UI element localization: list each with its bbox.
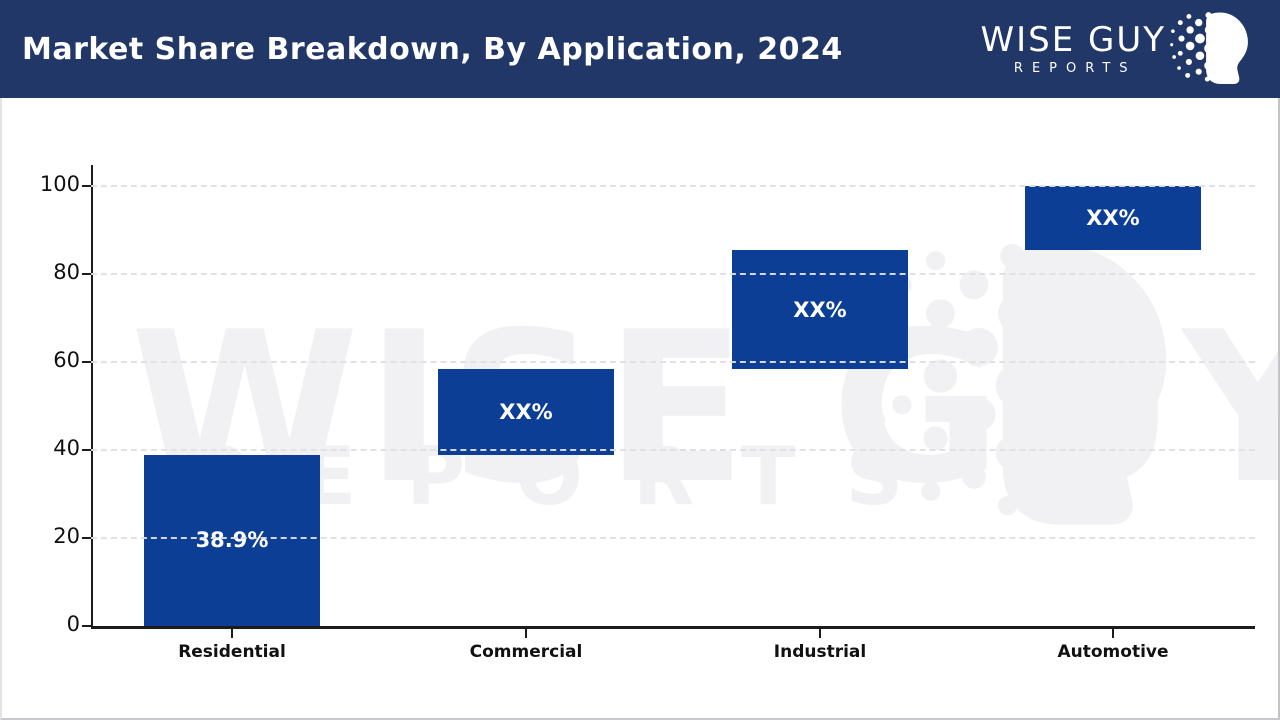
gridline-60: [91, 361, 1255, 363]
x-tick-industrial: [819, 629, 821, 638]
y-tick-label-80: 80: [53, 260, 80, 284]
bar-industrial: XX%: [732, 249, 908, 370]
wise-guy-reports-logo: WISE GUY REPORTS: [980, 6, 1254, 92]
bar-automotive: XX%: [1025, 186, 1201, 250]
x-axis-line: [91, 626, 1255, 629]
page-title: Market Share Breakdown, By Application, …: [22, 31, 843, 67]
gridline-80: [91, 273, 1255, 275]
logo-wordmark: WISE GUY: [980, 19, 1166, 60]
gridline-100: [91, 185, 1255, 187]
x-label-residential: Residential: [178, 642, 286, 662]
x-tick-automotive: [1112, 629, 1114, 638]
header-bar: Market Share Breakdown, By Application, …: [0, 0, 1280, 98]
y-axis-line: [91, 165, 93, 629]
logo-text: WISE GUY REPORTS: [980, 23, 1166, 76]
x-tick-residential: [231, 629, 233, 638]
y-tick-label-0: 0: [66, 612, 80, 636]
y-tick-60: [82, 361, 91, 363]
y-tick-100: [82, 185, 91, 187]
bar-value-label: XX%: [499, 400, 553, 425]
y-tick-label-40: 40: [53, 436, 80, 460]
x-label-commercial: Commercial: [469, 642, 583, 662]
bar-value-label: XX%: [1086, 205, 1140, 230]
x-label-automotive: Automotive: [1057, 642, 1169, 662]
y-tick-label-100: 100: [39, 172, 80, 196]
x-label-industrial: Industrial: [773, 642, 867, 662]
y-tick-label-60: 60: [53, 348, 80, 372]
bar-commercial: XX%: [438, 369, 614, 455]
y-tick-20: [82, 537, 91, 539]
chart-canvas: WISE GUY REPORTS 0 20 40 60 80 100 38.9% Reside…: [0, 98, 1280, 720]
watermark-dotted-face: [862, 244, 1167, 525]
gridline-40: [91, 449, 1255, 451]
bar-value-label: XX%: [793, 297, 847, 322]
y-tick-80: [82, 273, 91, 275]
dotted-face-icon: [1170, 12, 1248, 85]
bar-residential: 38.9%: [144, 454, 320, 626]
x-tick-commercial: [525, 629, 527, 638]
gridline-20: [91, 537, 1255, 539]
y-tick-label-20: 20: [53, 524, 80, 548]
bar-value-label: 38.9%: [195, 528, 269, 553]
y-tick-40: [82, 449, 91, 451]
y-tick-0: [82, 625, 91, 627]
logo-subtitle: REPORTS: [1013, 60, 1137, 76]
